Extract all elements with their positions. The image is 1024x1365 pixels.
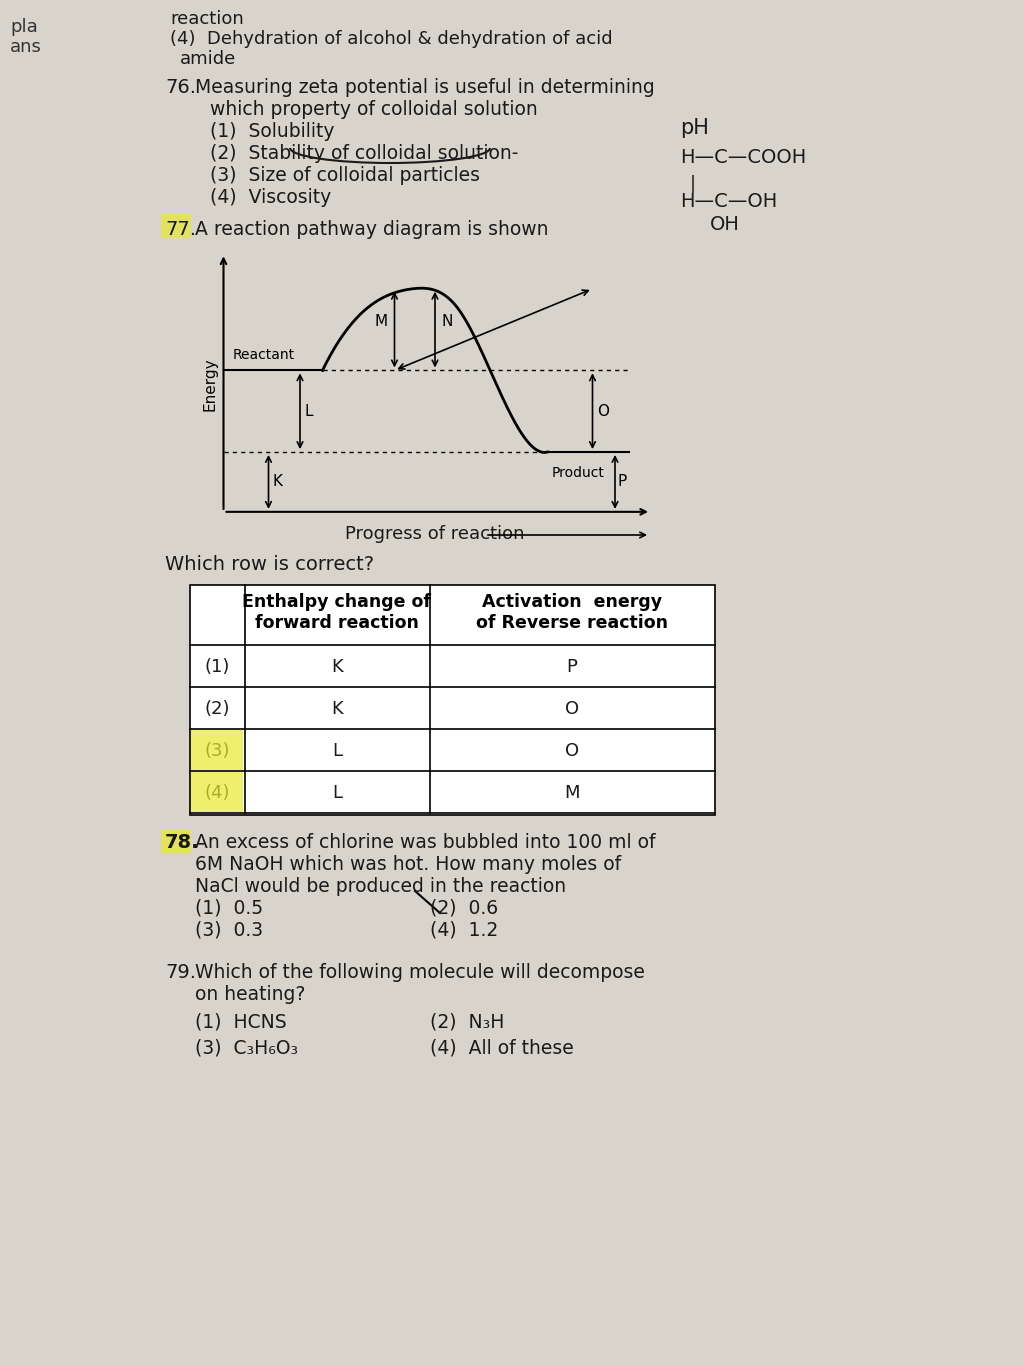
Text: (1)  0.5: (1) 0.5 — [195, 900, 263, 919]
FancyBboxPatch shape — [191, 773, 243, 812]
Text: (3)  Size of colloidal particles: (3) Size of colloidal particles — [210, 167, 480, 186]
Text: 77.: 77. — [165, 220, 196, 239]
Text: (1)  HCNS: (1) HCNS — [195, 1013, 287, 1032]
Text: L: L — [332, 784, 342, 803]
Text: Energy: Energy — [203, 358, 217, 411]
Text: P: P — [617, 475, 627, 490]
Text: L: L — [332, 743, 342, 760]
Text: pla: pla — [10, 18, 38, 35]
Text: NaCl would be produced in the reaction: NaCl would be produced in the reaction — [195, 876, 566, 895]
Text: ans: ans — [10, 38, 42, 56]
Text: Product: Product — [552, 465, 605, 479]
Text: Progress of reaction: Progress of reaction — [345, 526, 524, 543]
Text: (2): (2) — [204, 700, 229, 718]
Text: pH: pH — [680, 117, 709, 138]
Text: A reaction pathway diagram is shown: A reaction pathway diagram is shown — [195, 220, 549, 239]
Text: amide: amide — [180, 51, 237, 68]
Text: (4): (4) — [204, 784, 229, 803]
Text: (1): (1) — [205, 658, 229, 676]
Text: (2)  Stability of colloidal solution-: (2) Stability of colloidal solution- — [210, 143, 518, 162]
Text: M: M — [564, 784, 580, 803]
Text: (4)  All of these: (4) All of these — [430, 1037, 573, 1057]
Text: K: K — [273, 475, 283, 490]
Text: (2)  0.6: (2) 0.6 — [430, 900, 498, 919]
Text: OH: OH — [710, 216, 740, 233]
FancyBboxPatch shape — [191, 730, 243, 770]
Text: (2)  N₃H: (2) N₃H — [430, 1013, 505, 1032]
Text: 79.: 79. — [165, 962, 196, 981]
Text: H—C—OH: H—C—OH — [680, 192, 777, 212]
FancyBboxPatch shape — [161, 214, 191, 238]
Text: 78.: 78. — [165, 833, 200, 852]
Text: N: N — [441, 314, 454, 329]
Text: Which of the following molecule will decompose: Which of the following molecule will dec… — [195, 962, 645, 981]
Text: O: O — [565, 700, 579, 718]
Text: (4)  1.2: (4) 1.2 — [430, 921, 499, 940]
Text: (3)  C₃H₆O₃: (3) C₃H₆O₃ — [195, 1037, 298, 1057]
Text: K: K — [331, 700, 343, 718]
Text: P: P — [566, 658, 578, 676]
FancyBboxPatch shape — [161, 830, 191, 854]
Text: Activation  energy
of Reverse reaction: Activation energy of Reverse reaction — [476, 592, 668, 632]
Text: Reactant: Reactant — [232, 348, 295, 362]
Text: L: L — [304, 404, 313, 419]
Text: An excess of chlorine was bubbled into 100 ml of: An excess of chlorine was bubbled into 1… — [195, 833, 655, 852]
Text: (1)  Solubility: (1) Solubility — [210, 121, 335, 141]
Text: O: O — [597, 404, 609, 419]
Text: Measuring zeta potential is useful in determining: Measuring zeta potential is useful in de… — [195, 78, 654, 97]
Text: reaction: reaction — [170, 10, 244, 29]
Text: 76.: 76. — [165, 78, 196, 97]
Text: O: O — [565, 743, 579, 760]
Bar — [190, 586, 715, 815]
Text: 6M NaOH which was hot. How many moles of: 6M NaOH which was hot. How many moles of — [195, 854, 622, 874]
Text: on heating?: on heating? — [195, 986, 305, 1005]
Text: Enthalpy change of
forward reaction: Enthalpy change of forward reaction — [243, 592, 431, 632]
Text: which property of colloidal solution: which property of colloidal solution — [210, 100, 538, 119]
Text: H—C—COOH: H—C—COOH — [680, 147, 806, 167]
Text: Which row is correct?: Which row is correct? — [165, 556, 374, 575]
Text: (4)  Dehydration of alcohol & dehydration of acid: (4) Dehydration of alcohol & dehydration… — [170, 30, 612, 48]
Text: (3): (3) — [204, 743, 229, 760]
Text: M: M — [375, 314, 387, 329]
Text: |: | — [690, 175, 696, 192]
Text: K: K — [331, 658, 343, 676]
Text: (3)  0.3: (3) 0.3 — [195, 921, 263, 940]
Text: (4)  Viscosity: (4) Viscosity — [210, 188, 331, 207]
